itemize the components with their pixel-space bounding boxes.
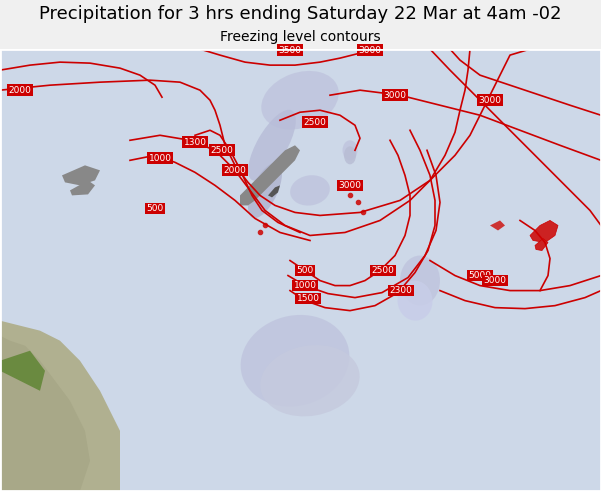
- Ellipse shape: [397, 280, 433, 321]
- Text: 500: 500: [147, 204, 163, 213]
- Ellipse shape: [343, 140, 358, 161]
- Ellipse shape: [344, 146, 356, 164]
- Text: 1500: 1500: [296, 294, 320, 303]
- Text: 1000: 1000: [293, 281, 317, 290]
- Text: 5000: 5000: [469, 271, 492, 280]
- Polygon shape: [530, 220, 558, 243]
- Text: 3000: 3000: [359, 46, 382, 55]
- Ellipse shape: [400, 255, 440, 305]
- Polygon shape: [535, 239, 548, 250]
- Polygon shape: [62, 165, 100, 186]
- Text: Precipitation for 3 hrs ending Saturday 22 Mar at 4am -02: Precipitation for 3 hrs ending Saturday …: [39, 5, 562, 23]
- Text: 3000: 3000: [483, 276, 507, 285]
- Text: 1000: 1000: [148, 154, 171, 163]
- Text: 2500: 2500: [304, 118, 326, 127]
- Ellipse shape: [248, 163, 282, 218]
- Ellipse shape: [261, 71, 339, 130]
- Polygon shape: [70, 180, 95, 195]
- Ellipse shape: [260, 345, 359, 416]
- Polygon shape: [240, 145, 300, 205]
- Text: 3000: 3000: [338, 181, 361, 190]
- Polygon shape: [490, 220, 505, 230]
- Text: 2500: 2500: [371, 266, 394, 275]
- Text: 2300: 2300: [389, 286, 412, 295]
- Polygon shape: [0, 321, 120, 491]
- Text: 1300: 1300: [183, 138, 207, 147]
- Text: 3000: 3000: [478, 96, 501, 105]
- Polygon shape: [268, 186, 280, 197]
- Polygon shape: [0, 336, 90, 491]
- Text: 3000: 3000: [383, 91, 406, 100]
- Text: Freezing level contours: Freezing level contours: [220, 30, 381, 44]
- Ellipse shape: [248, 110, 296, 181]
- Text: 2500: 2500: [210, 146, 233, 155]
- Text: 500: 500: [296, 266, 314, 275]
- Text: 2000: 2000: [224, 166, 246, 175]
- Polygon shape: [0, 351, 45, 391]
- Text: 3500: 3500: [278, 46, 302, 55]
- Text: 2000: 2000: [8, 86, 31, 95]
- Ellipse shape: [240, 315, 349, 407]
- Ellipse shape: [290, 175, 330, 206]
